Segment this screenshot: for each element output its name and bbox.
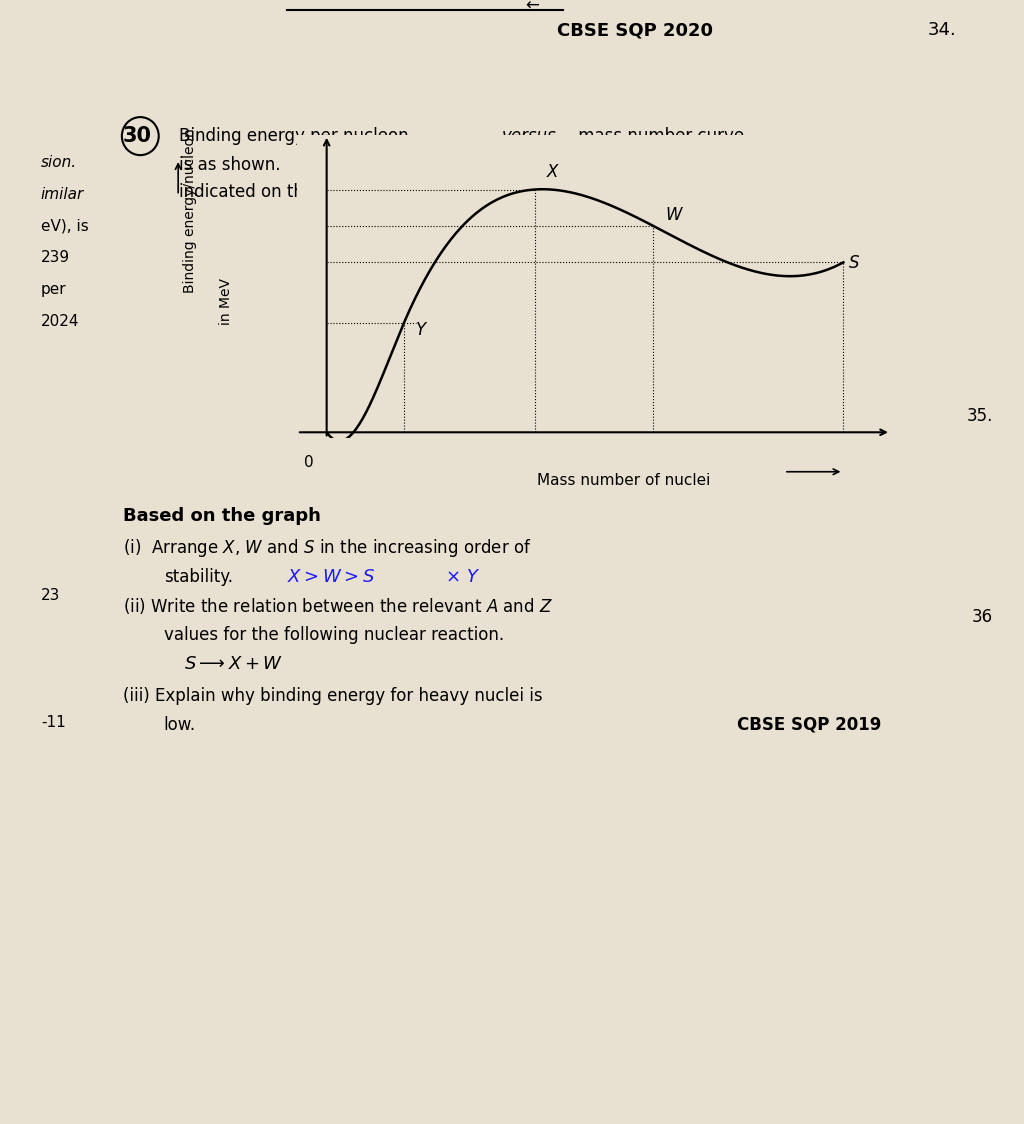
Text: per: per	[41, 282, 67, 297]
Text: Y are four nuclei: Y are four nuclei	[505, 155, 641, 173]
Text: values for the following nuclear reaction.: values for the following nuclear reactio…	[164, 626, 504, 644]
Text: Based on the graph: Based on the graph	[123, 507, 321, 526]
Text: eV), is: eV), is	[41, 218, 89, 234]
Text: 30: 30	[123, 126, 152, 146]
Text: 35.: 35.	[967, 407, 993, 425]
Text: 36: 36	[972, 608, 993, 626]
Text: A₁: A₁	[348, 153, 361, 166]
Text: 0: 0	[304, 455, 313, 470]
Text: A₂: A₂	[404, 153, 418, 166]
Text: CBSE SQP 2019: CBSE SQP 2019	[737, 716, 882, 734]
Text: X and: X and	[425, 155, 473, 173]
Text: is as shown.: is as shown.	[179, 155, 286, 173]
Text: W,: W,	[369, 155, 390, 173]
Text: W: W	[666, 206, 682, 224]
Text: X: X	[547, 163, 558, 181]
Text: Binding energy per nucleon: Binding energy per nucleon	[179, 127, 414, 145]
Text: indicated on the curve.: indicated on the curve.	[179, 183, 372, 201]
Text: 23: 23	[41, 588, 60, 604]
Text: (iii) Explain why binding energy for heavy nuclei is: (iii) Explain why binding energy for hea…	[123, 687, 543, 705]
Text: × Y: × Y	[446, 568, 478, 586]
Text: CBSE SQP 2020: CBSE SQP 2020	[557, 21, 713, 39]
Text: sion.: sion.	[41, 155, 77, 170]
Text: stability.: stability.	[164, 568, 232, 586]
Text: Binding energy/nucleon: Binding energy/nucleon	[183, 128, 197, 293]
Text: low.: low.	[164, 716, 196, 734]
Text: Z: Z	[297, 163, 305, 176]
Text: (i)  Arrange $X$, $W$ and $S$ in the increasing order of: (i) Arrange $X$, $W$ and $S$ in the incr…	[123, 537, 531, 559]
Text: Y: Y	[416, 321, 426, 339]
Text: 2024: 2024	[41, 314, 80, 328]
Text: Mass number of nuclei: Mass number of nuclei	[537, 473, 711, 488]
Text: $X > W > S$: $X > W > S$	[287, 568, 375, 586]
Text: Z₁: Z₁	[348, 163, 361, 176]
Text: S,: S,	[317, 155, 334, 173]
Text: A₃: A₃	[484, 153, 498, 166]
Text: $S \longrightarrow X + W$: $S \longrightarrow X + W$	[184, 655, 284, 673]
Text: imilar: imilar	[41, 187, 84, 201]
Text: -11: -11	[41, 715, 66, 729]
Text: in MeV: in MeV	[219, 279, 232, 325]
Text: ←: ←	[525, 0, 540, 15]
Text: Z₂: Z₂	[404, 163, 418, 176]
Text: 34.: 34.	[928, 21, 956, 39]
Text: mass number curve: mass number curve	[573, 127, 744, 145]
Text: Z₃: Z₃	[484, 163, 498, 176]
Text: S: S	[849, 254, 860, 272]
Text: (ii) Write the relation between the relevant $A$ and $Z$: (ii) Write the relation between the rele…	[123, 597, 553, 616]
Text: 239: 239	[41, 251, 70, 265]
Text: versus: versus	[502, 127, 556, 145]
Text: A: A	[297, 153, 305, 166]
